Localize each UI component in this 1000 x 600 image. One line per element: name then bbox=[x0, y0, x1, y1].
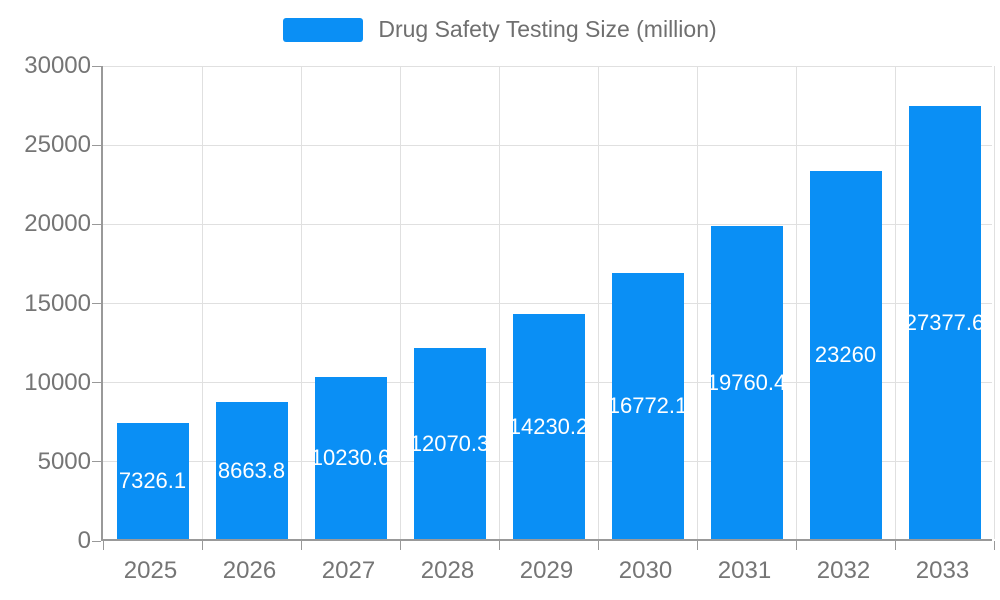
x-axis-tick-3 bbox=[399, 541, 401, 550]
bar-2029[interactable]: 14230.2 bbox=[512, 314, 585, 539]
x-axis-tick-9 bbox=[993, 541, 995, 550]
bar-2030[interactable]: 16772.1 bbox=[611, 273, 684, 539]
bar-value-label-2027: 10230.6 bbox=[314, 445, 387, 470]
y-gridline-25000 bbox=[103, 144, 992, 146]
y-axis-label-25000: 25000 bbox=[24, 131, 91, 159]
y-axis-label-20000: 20000 bbox=[24, 210, 91, 238]
x-gridline-7 bbox=[795, 66, 797, 539]
x-axis-label-2028: 2028 bbox=[420, 557, 475, 584]
x-axis-tick-7 bbox=[795, 541, 797, 550]
legend-item-drug-safety-testing-size[interactable]: Drug Safety Testing Size (million) bbox=[283, 16, 717, 43]
y-axis-label-0: 0 bbox=[77, 527, 91, 554]
plot-area: 7326.1 8663.8 10230.6 12070.3 14230.2 16772.1… bbox=[92, 65, 995, 550]
x-axis-tick-1 bbox=[201, 541, 203, 550]
x-axis-label-2030: 2030 bbox=[618, 557, 673, 584]
bar-value-label-2028: 12070.3 bbox=[413, 430, 486, 456]
x-axis-label-2026: 2026 bbox=[222, 557, 277, 584]
x-axis-tick-4 bbox=[498, 541, 500, 550]
x-axis-tick-0 bbox=[102, 541, 104, 550]
bar-2027[interactable]: 10230.6 bbox=[314, 377, 387, 539]
x-axis-label-2027: 2027 bbox=[321, 557, 376, 584]
bar-value-label-2033: 27377.6 bbox=[908, 309, 981, 335]
y-axis-tick-30000 bbox=[92, 65, 101, 67]
x-axis-tick-6 bbox=[696, 541, 698, 550]
bar-2033[interactable]: 27377.6 bbox=[908, 106, 981, 539]
y-axis-tick-0 bbox=[92, 540, 101, 542]
y-axis-label-10000: 10000 bbox=[24, 368, 91, 396]
x-axis-label-2032: 2032 bbox=[816, 557, 871, 584]
x-gridline-8 bbox=[894, 66, 896, 539]
x-axis-label-2031: 2031 bbox=[717, 557, 772, 584]
y-gridline-15000 bbox=[103, 303, 992, 304]
y-axis-tick-15000 bbox=[92, 303, 101, 304]
y-gridline-30000 bbox=[103, 65, 992, 67]
y-axis-tick-10000 bbox=[92, 382, 101, 384]
x-axis-label-2029: 2029 bbox=[519, 557, 574, 584]
x-axis-label-2025: 2025 bbox=[123, 557, 178, 584]
bar-value-label-2031: 19760.4 bbox=[710, 369, 783, 395]
y-axis-label-15000: 15000 bbox=[24, 289, 91, 317]
x-axis-tick-2 bbox=[300, 541, 302, 550]
x-gridline-1 bbox=[201, 66, 203, 539]
legend-label: Drug Safety Testing Size (million) bbox=[378, 16, 717, 42]
y-gridline-20000 bbox=[103, 223, 992, 225]
x-gridline-6 bbox=[696, 66, 698, 539]
bar-value-label-2030: 16772.1 bbox=[611, 393, 684, 418]
bar-value-label-2032: 23260 bbox=[814, 342, 877, 367]
y-axis-label-30000: 30000 bbox=[24, 52, 91, 79]
bar-value-label-2025: 7326.1 bbox=[118, 468, 187, 493]
bar-2032[interactable]: 23260 bbox=[809, 171, 882, 539]
x-axis-tick-5 bbox=[597, 541, 599, 550]
bar-value-label-2026: 8663.8 bbox=[217, 457, 286, 483]
bar-2026[interactable]: 8663.8 bbox=[215, 402, 288, 539]
bar-2025[interactable]: 7326.1 bbox=[116, 423, 189, 539]
x-gridline-3 bbox=[399, 66, 401, 539]
bar-2031[interactable]: 19760.4 bbox=[710, 226, 783, 539]
x-gridline-5 bbox=[597, 66, 599, 539]
x-axis-tick-8 bbox=[894, 541, 896, 550]
y-axis-tick-25000 bbox=[92, 144, 101, 146]
y-axis-label-5000: 5000 bbox=[37, 447, 91, 475]
x-gridline-4 bbox=[498, 66, 500, 539]
x-gridline-2 bbox=[300, 66, 302, 539]
legend: Drug Safety Testing Size (million) bbox=[0, 16, 1000, 43]
bar-value-label-2029: 14230.2 bbox=[512, 413, 585, 439]
x-gridline-9 bbox=[993, 66, 995, 539]
x-axis-label-2033: 2033 bbox=[915, 557, 970, 584]
y-axis-tick-20000 bbox=[92, 223, 101, 225]
bar-2028[interactable]: 12070.3 bbox=[413, 348, 486, 539]
y-axis-tick-5000 bbox=[92, 461, 101, 463]
legend-swatch-icon bbox=[283, 17, 364, 42]
